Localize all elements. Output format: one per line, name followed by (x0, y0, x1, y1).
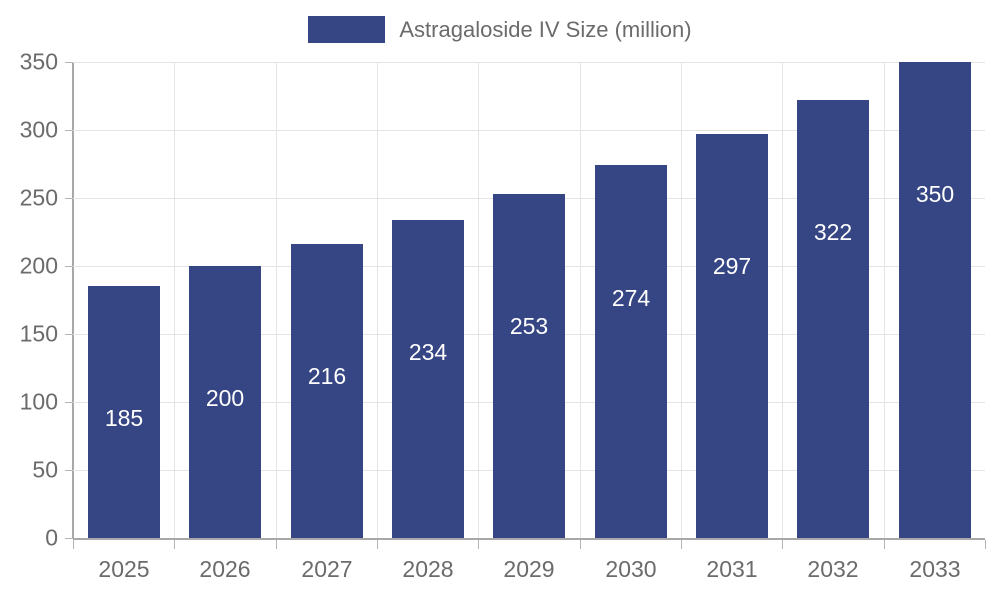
y-tick-mark (65, 62, 73, 63)
gridline-vertical (884, 62, 885, 538)
bar-2028[interactable] (392, 219, 464, 538)
y-tick-mark (65, 198, 73, 199)
bar-2030[interactable] (595, 165, 667, 538)
bar-2026[interactable] (189, 266, 261, 538)
y-tick-label-150: 150 (19, 320, 58, 347)
y-axis-spine (72, 62, 74, 539)
chart-legend: Astragaloside IV Size (million) (0, 8, 1000, 50)
x-tick-label-2026: 2026 (199, 556, 251, 582)
gridline-vertical (478, 62, 479, 538)
legend-swatch-icon (308, 15, 386, 43)
y-tick-mark (65, 538, 73, 539)
x-tick-label-2027: 2027 (301, 556, 353, 582)
x-tick-mark (681, 540, 682, 549)
x-tick-label-2031: 2031 (706, 556, 758, 582)
x-tick-mark (985, 540, 986, 549)
bar-2025[interactable] (88, 286, 160, 538)
x-tick-mark (174, 540, 175, 549)
y-tick-label-250: 250 (19, 184, 58, 211)
gridline-vertical (377, 62, 378, 538)
plot-area: 185 200 216 234 253 274 297 322 350 (73, 62, 985, 538)
x-tick-mark (73, 540, 74, 549)
x-tick-label-2025: 2025 (98, 556, 150, 582)
x-tick-mark (276, 540, 277, 549)
x-tick-mark (478, 540, 479, 549)
x-tick-label-2028: 2028 (402, 556, 454, 582)
bar-2031[interactable] (696, 134, 768, 538)
bar-2027[interactable] (291, 244, 363, 538)
gridline-vertical (782, 62, 783, 538)
x-tick-mark (782, 540, 783, 549)
x-tick-label-2033: 2033 (909, 556, 961, 582)
x-tick-mark (580, 540, 581, 549)
x-tick-mark (377, 540, 378, 549)
x-tick-label-2032: 2032 (807, 556, 859, 582)
gridline-vertical (681, 62, 682, 538)
x-tick-label-2029: 2029 (503, 556, 555, 582)
y-tick-label-300: 300 (19, 116, 58, 143)
legend-item-astragaloside-iv-size[interactable]: Astragaloside IV Size (million) (308, 15, 692, 43)
bar-2029[interactable] (493, 193, 565, 538)
gridline-vertical (580, 62, 581, 538)
y-tick-mark (65, 470, 73, 471)
y-tick-mark (65, 334, 73, 335)
y-tick-label-100: 100 (19, 388, 58, 415)
y-tick-label-350: 350 (19, 48, 58, 75)
gridline-vertical (174, 62, 175, 538)
y-tick-label-0: 0 (45, 524, 58, 551)
bar-2032[interactable] (797, 100, 869, 538)
gridline-horizontal (73, 62, 985, 63)
x-tick-mark (884, 540, 885, 549)
y-tick-label-50: 50 (32, 456, 58, 483)
y-tick-label-200: 200 (19, 252, 58, 279)
x-tick-label-2030: 2030 (605, 556, 657, 582)
x-axis-spine (73, 538, 985, 540)
legend-label: Astragaloside IV Size (million) (399, 16, 692, 42)
y-tick-mark (65, 130, 73, 131)
y-tick-mark (65, 266, 73, 267)
gridline-vertical (276, 62, 277, 538)
gridline-horizontal (73, 130, 985, 131)
y-tick-mark (65, 402, 73, 403)
bar-2033[interactable] (899, 62, 971, 538)
